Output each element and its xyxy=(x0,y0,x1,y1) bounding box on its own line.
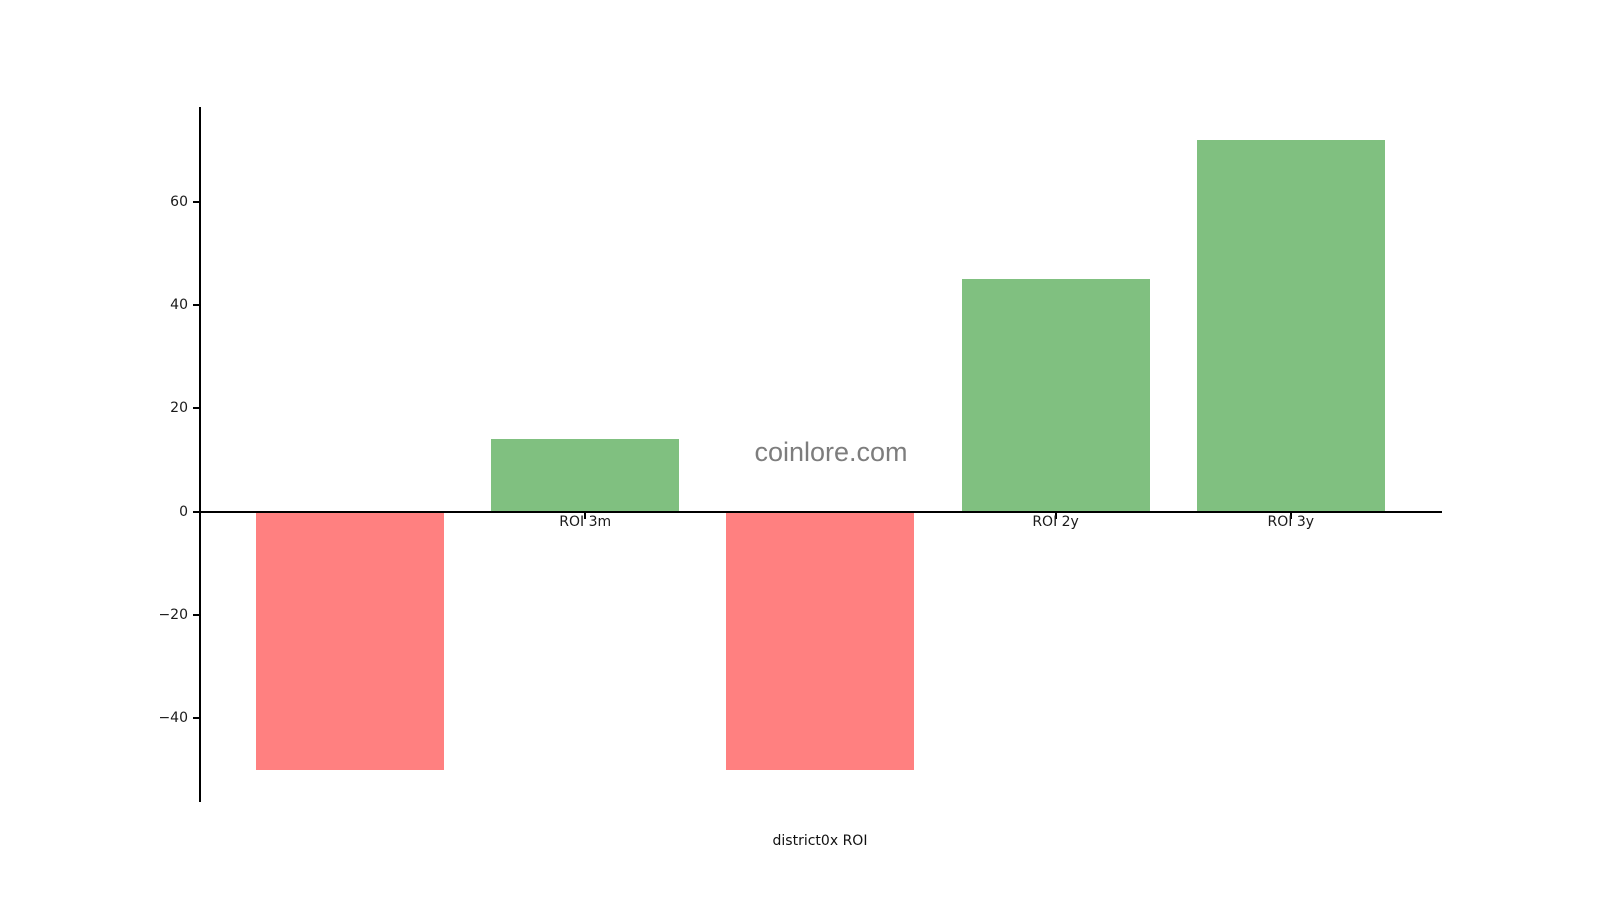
x-tick-label: ROI 3y xyxy=(1267,514,1315,530)
y-tick-mark xyxy=(192,613,200,616)
y-tick-label: −20 xyxy=(158,606,188,623)
bar-roi-2 xyxy=(726,511,915,770)
y-tick-label: −40 xyxy=(158,709,188,726)
x-tick-mark xyxy=(584,511,587,519)
y-tick-mark xyxy=(192,304,200,307)
y-tick-label: 60 xyxy=(170,193,188,210)
chart-title: district0x ROI xyxy=(772,833,868,849)
bar-roi-3y xyxy=(1196,139,1385,512)
x-tick-mark xyxy=(1289,511,1292,519)
x-tick-mark xyxy=(1054,511,1057,519)
x-tick-label: ROI 2y xyxy=(1032,514,1079,530)
bar-roi-3m xyxy=(491,439,680,512)
y-tick-label: 0 xyxy=(179,503,188,520)
watermark: coinlore.com xyxy=(754,437,908,467)
y-tick-mark xyxy=(192,510,200,513)
y-tick-label: 20 xyxy=(170,400,188,417)
x-axis-line xyxy=(198,510,1442,513)
y-tick-mark xyxy=(192,200,200,203)
y-tick-mark xyxy=(192,407,200,410)
y-tick-label: 40 xyxy=(170,297,188,314)
bar-roi-0 xyxy=(256,511,444,770)
bar-roi-2y xyxy=(961,279,1150,512)
y-axis-line xyxy=(198,107,201,802)
y-tick-mark xyxy=(192,716,200,719)
x-tick-label: ROI 3m xyxy=(559,514,612,530)
